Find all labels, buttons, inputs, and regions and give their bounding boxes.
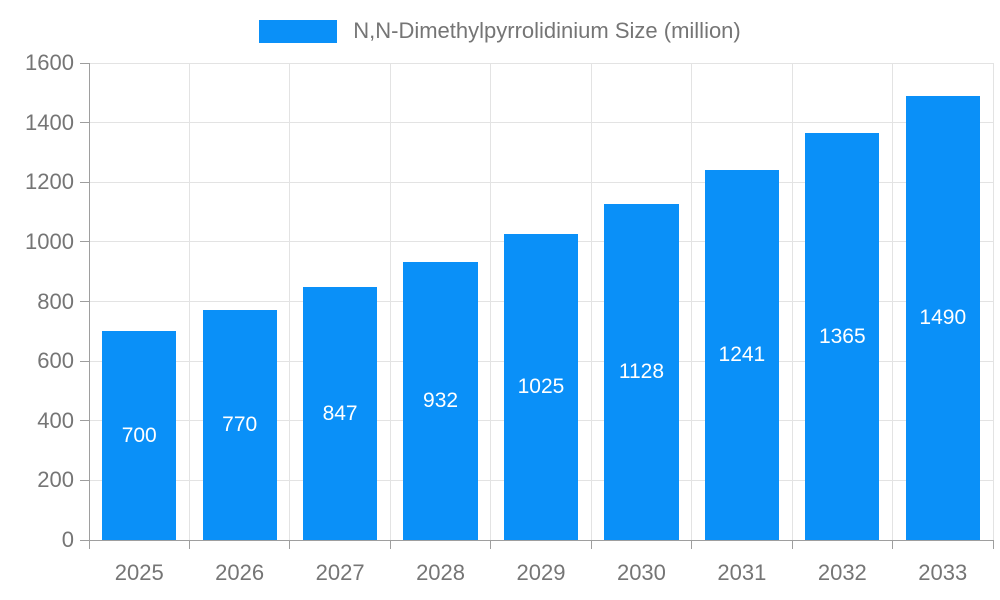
x-axis-tick-label: 2030 <box>616 560 666 585</box>
x-axis-tick-label: 2028 <box>416 560 466 585</box>
y-axis-tick <box>80 360 89 362</box>
x-axis-tick-label: 2033 <box>918 560 968 585</box>
y-axis-tick <box>80 539 89 541</box>
bar-value-label: 1025 <box>517 375 565 399</box>
y-axis-tick <box>80 122 89 124</box>
y-axis-tick-label: 600 <box>37 348 74 374</box>
bar-2025: 700 <box>102 331 177 540</box>
x-gridline <box>590 63 592 540</box>
x-gridline <box>992 63 994 540</box>
bar-2030: 1128 <box>604 203 679 540</box>
x-axis-tick <box>389 540 391 549</box>
bar-2026: 770 <box>202 310 277 540</box>
legend-swatch <box>259 19 338 43</box>
x-gridline <box>892 63 894 540</box>
legend-label: N,N-Dimethylpyrrolidinium Size (million) <box>353 18 741 43</box>
y-gridline <box>89 181 993 183</box>
bar-value-label: 700 <box>121 423 157 447</box>
bar-value-label: 770 <box>222 413 258 437</box>
y-gridline <box>89 62 993 64</box>
y-axis-tick-label: 1200 <box>25 169 74 195</box>
x-axis-tick-label: 2032 <box>817 560 867 585</box>
bar-2028: 932 <box>403 262 478 540</box>
y-axis-tick-label: 0 <box>61 527 74 552</box>
y-axis-tick-label: 1600 <box>25 50 74 75</box>
x-axis-tick <box>289 540 291 549</box>
y-axis-tick <box>80 181 89 183</box>
x-axis-tick <box>992 540 994 549</box>
x-gridline <box>188 63 190 540</box>
plot-area: 0 200 400 600 800 1000 1200 1400 1600 700 2025 770 2… <box>25 52 994 585</box>
x-axis-tick <box>791 540 793 549</box>
x-axis-line <box>89 540 993 541</box>
x-axis-tick-label: 2029 <box>516 560 566 585</box>
x-axis-tick-label: 2027 <box>315 560 365 585</box>
bar-2029: 1025 <box>503 234 579 540</box>
y-axis-line <box>89 63 90 540</box>
x-axis-tick <box>490 540 492 549</box>
x-gridline <box>389 63 391 540</box>
bar-2032: 1365 <box>805 133 880 540</box>
x-axis-tick <box>188 540 190 549</box>
bar-value-label: 1241 <box>718 343 766 366</box>
y-axis-tick-label: 1000 <box>25 228 74 254</box>
x-axis-tick <box>590 540 592 549</box>
bar-value-label: 847 <box>322 401 358 425</box>
bar-2027: 847 <box>302 287 378 540</box>
y-axis-tick-label: 1400 <box>25 109 74 135</box>
bar-value-label: 1490 <box>919 305 967 329</box>
y-axis-tick-label: 400 <box>37 407 74 433</box>
y-axis-tick-label: 200 <box>37 467 74 493</box>
x-gridline <box>691 63 693 540</box>
x-gridline <box>791 63 793 540</box>
y-axis-tick-label: 800 <box>37 288 74 314</box>
y-axis-tick <box>80 62 89 64</box>
x-gridline <box>289 63 291 540</box>
y-axis-tick <box>80 479 89 481</box>
y-axis-tick <box>80 241 89 243</box>
x-axis-tick <box>88 540 90 549</box>
legend[interactable]: N,N-Dimethylpyrrolidinium Size (million) <box>0 18 1000 44</box>
x-axis-tick <box>892 540 894 549</box>
y-gridline <box>89 122 993 124</box>
bar-2033: 1490 <box>905 95 980 540</box>
x-axis-tick <box>691 540 693 549</box>
x-gridline <box>490 63 492 540</box>
x-axis-tick-label: 2026 <box>215 560 265 585</box>
bar-value-label: 1128 <box>618 359 665 383</box>
bar-value-label: 932 <box>423 389 459 413</box>
y-axis-tick <box>80 301 89 302</box>
y-axis-tick <box>80 420 89 422</box>
x-axis-tick-label: 2025 <box>114 560 164 585</box>
bar-value-label: 1365 <box>818 324 866 348</box>
x-axis-tick-label: 2031 <box>717 560 767 585</box>
bar-2031: 1241 <box>704 170 780 540</box>
